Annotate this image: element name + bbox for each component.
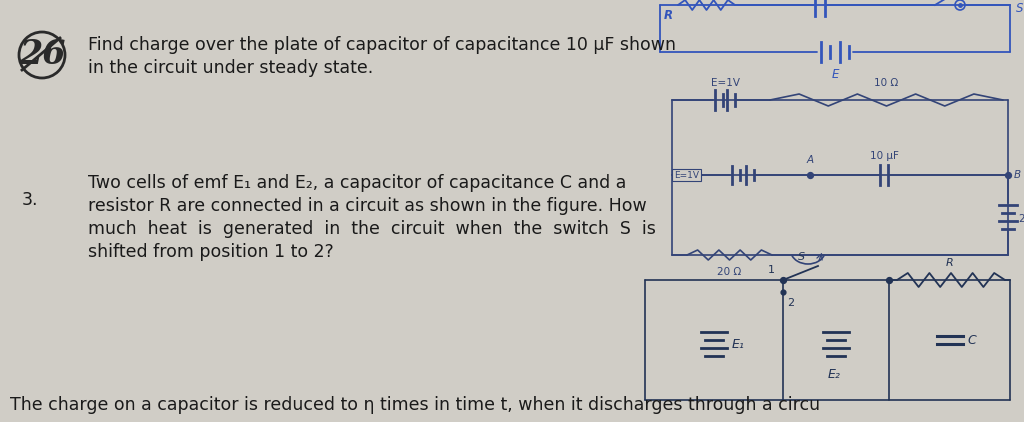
Point: [881, 277, 897, 284]
Point: [775, 277, 792, 284]
Text: resistor R are connected in a circuit as shown in the figure. How: resistor R are connected in a circuit as…: [88, 197, 647, 215]
Text: 10 μF: 10 μF: [869, 151, 898, 161]
Text: A: A: [807, 155, 813, 165]
Text: E: E: [831, 68, 839, 81]
Text: R: R: [664, 9, 673, 22]
Text: S: S: [798, 252, 805, 262]
Text: 2: 2: [787, 298, 795, 308]
Text: in the circuit under steady state.: in the circuit under steady state.: [88, 59, 374, 77]
Text: 1: 1: [768, 265, 775, 275]
Text: The charge on a capacitor is reduced to η times in time t, when it discharges th: The charge on a capacitor is reduced to …: [10, 396, 820, 414]
Point: [775, 289, 792, 295]
Text: 3.: 3.: [22, 191, 39, 209]
Text: Find charge over the plate of capacitor of capacitance 10 μF shown: Find charge over the plate of capacitor …: [88, 36, 676, 54]
Text: shifted from position 1 to 2?: shifted from position 1 to 2?: [88, 243, 334, 261]
Text: 2V: 2V: [1018, 214, 1024, 224]
Point: [802, 172, 818, 179]
Text: E₂: E₂: [827, 368, 841, 381]
Text: E₁: E₁: [732, 338, 744, 351]
Text: 26: 26: [18, 38, 66, 71]
Text: C: C: [816, 0, 824, 2]
Text: 10 Ω: 10 Ω: [874, 78, 899, 88]
Text: C: C: [968, 333, 976, 346]
Text: B: B: [1014, 170, 1021, 180]
Text: R: R: [945, 258, 953, 268]
Text: 20 Ω: 20 Ω: [718, 267, 741, 277]
Text: much  heat  is  generated  in  the  circuit  when  the  switch  S  is: much heat is generated in the circuit wh…: [88, 220, 656, 238]
Text: S: S: [1016, 2, 1024, 14]
Text: Two cells of emf E₁ and E₂, a capacitor of capacitance C and a: Two cells of emf E₁ and E₂, a capacitor …: [88, 174, 627, 192]
Text: E=1V: E=1V: [711, 78, 739, 88]
Text: E=1V: E=1V: [674, 170, 699, 179]
Point: [999, 172, 1016, 179]
